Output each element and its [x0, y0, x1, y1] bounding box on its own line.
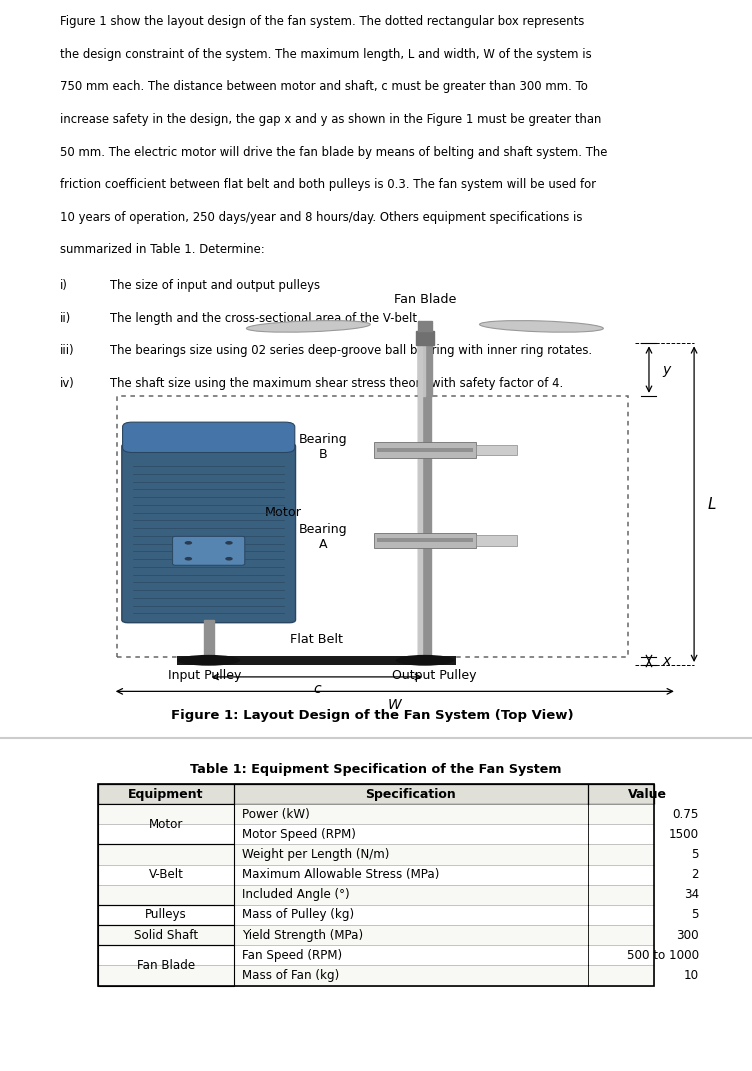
Text: W: W	[388, 698, 402, 712]
Text: Value: Value	[628, 787, 667, 801]
Text: x: x	[663, 654, 671, 668]
Text: Input Pulley: Input Pulley	[168, 668, 241, 681]
FancyBboxPatch shape	[173, 537, 245, 565]
Text: 34: 34	[684, 888, 699, 902]
Text: 5: 5	[691, 908, 699, 921]
Text: Fan Blade: Fan Blade	[394, 292, 456, 306]
Text: Yield Strength (MPa): Yield Strength (MPa)	[241, 929, 362, 941]
FancyBboxPatch shape	[122, 443, 296, 622]
Bar	[98, 845, 654, 864]
Text: 300: 300	[676, 929, 699, 941]
Bar	[98, 946, 234, 985]
Bar	[476, 534, 517, 546]
Bar	[374, 532, 476, 548]
Circle shape	[184, 557, 193, 560]
Bar	[98, 925, 234, 946]
Text: 5: 5	[691, 848, 699, 861]
Bar	[418, 345, 432, 396]
Text: Power (kW): Power (kW)	[241, 808, 309, 820]
FancyBboxPatch shape	[123, 422, 295, 453]
Bar	[98, 804, 234, 845]
Text: Equipment: Equipment	[128, 787, 204, 801]
Bar	[422, 345, 425, 396]
Ellipse shape	[247, 320, 370, 332]
Text: 2: 2	[691, 869, 699, 881]
Text: Maximum Allowable Stress (MPa): Maximum Allowable Stress (MPa)	[241, 869, 439, 881]
Text: The length and the cross-sectional area of the V-belt: The length and the cross-sectional area …	[110, 312, 417, 325]
Bar	[416, 331, 434, 345]
Text: Bearing
B: Bearing B	[299, 433, 347, 462]
Bar	[378, 448, 472, 452]
Bar	[98, 864, 654, 885]
Bar	[98, 804, 654, 825]
Text: V-Belt: V-Belt	[148, 869, 183, 881]
Text: friction coefficient between flat belt and both pulleys is 0.3. The fan system w: friction coefficient between flat belt a…	[60, 178, 596, 191]
Text: Motor Speed (RPM): Motor Speed (RPM)	[241, 828, 356, 841]
Text: Motor: Motor	[265, 506, 302, 518]
Text: Included Angle (°): Included Angle (°)	[241, 888, 349, 902]
Bar	[204, 620, 214, 663]
Text: 0.75: 0.75	[672, 808, 699, 820]
Text: iii): iii)	[60, 344, 74, 358]
Text: 1500: 1500	[669, 828, 699, 841]
Text: 10: 10	[684, 969, 699, 982]
Text: 500 to 1000: 500 to 1000	[627, 949, 699, 962]
Bar	[98, 825, 654, 845]
Text: Figure 1 show the layout design of the fan system. The dotted rectangular box re: Figure 1 show the layout design of the f…	[60, 15, 584, 28]
Ellipse shape	[396, 654, 454, 666]
Text: Mass of Pulley (kg): Mass of Pulley (kg)	[241, 908, 353, 921]
Text: Bearing
A: Bearing A	[299, 524, 347, 552]
Bar	[177, 655, 456, 665]
Bar	[98, 784, 654, 985]
Text: iv): iv)	[60, 377, 75, 390]
Bar	[117, 396, 628, 657]
Text: Flat Belt: Flat Belt	[290, 633, 343, 646]
Bar	[98, 946, 654, 965]
Text: c: c	[313, 682, 320, 696]
Text: Specification: Specification	[365, 787, 456, 801]
Bar	[476, 444, 517, 455]
Text: Motor: Motor	[149, 818, 183, 831]
Text: Mass of Fan (kg): Mass of Fan (kg)	[241, 969, 339, 982]
Circle shape	[226, 541, 233, 545]
Text: ii): ii)	[60, 312, 71, 325]
Text: Pulleys: Pulleys	[145, 908, 186, 921]
Text: The bearings size using 02 series deep-groove ball bearing with inner ring rotat: The bearings size using 02 series deep-g…	[110, 344, 592, 358]
Text: the design constraint of the system. The maximum length, L and width, W of the s: the design constraint of the system. The…	[60, 47, 592, 61]
Ellipse shape	[177, 654, 241, 666]
Text: i): i)	[60, 278, 68, 292]
Circle shape	[184, 541, 193, 545]
Bar	[98, 845, 234, 905]
Text: Weight per Length (N/m): Weight per Length (N/m)	[241, 848, 389, 861]
Bar	[98, 784, 654, 804]
Text: summarized in Table 1. Determine:: summarized in Table 1. Determine:	[60, 243, 265, 256]
Bar	[419, 345, 422, 663]
Text: L: L	[708, 497, 716, 512]
Text: The shaft size using the maximum shear stress theory with safety factor of 4.: The shaft size using the maximum shear s…	[110, 377, 563, 390]
Text: 50 mm. The electric motor will drive the fan blade by means of belting and shaft: 50 mm. The electric motor will drive the…	[60, 146, 608, 159]
Text: 750 mm each. The distance between motor and shaft, c must be greater than 300 mm: 750 mm each. The distance between motor …	[60, 80, 588, 93]
Bar	[419, 345, 432, 663]
Text: Output Pulley: Output Pulley	[392, 668, 476, 681]
Bar	[98, 885, 654, 905]
Text: y: y	[663, 363, 671, 377]
Text: Fan Blade: Fan Blade	[137, 959, 195, 971]
Text: Figure 1: Layout Design of the Fan System (Top View): Figure 1: Layout Design of the Fan Syste…	[171, 709, 574, 723]
Bar	[98, 925, 654, 946]
Ellipse shape	[480, 320, 603, 332]
Text: Solid Shaft: Solid Shaft	[134, 929, 198, 941]
Text: increase safety in the design, the gap x and y as shown in the Figure 1 must be : increase safety in the design, the gap x…	[60, 112, 602, 126]
Bar	[98, 905, 234, 925]
Bar	[378, 538, 472, 543]
Circle shape	[226, 557, 233, 560]
Text: The size of input and output pulleys: The size of input and output pulleys	[110, 278, 320, 292]
Bar	[374, 442, 476, 457]
Bar	[98, 965, 654, 985]
Text: Table 1: Equipment Specification of the Fan System: Table 1: Equipment Specification of the …	[190, 763, 562, 775]
Bar	[98, 905, 654, 925]
Bar	[418, 321, 432, 331]
Text: 10 years of operation, 250 days/year and 8 hours/day. Others equipment specifica: 10 years of operation, 250 days/year and…	[60, 211, 583, 224]
Text: Fan Speed (RPM): Fan Speed (RPM)	[241, 949, 342, 962]
